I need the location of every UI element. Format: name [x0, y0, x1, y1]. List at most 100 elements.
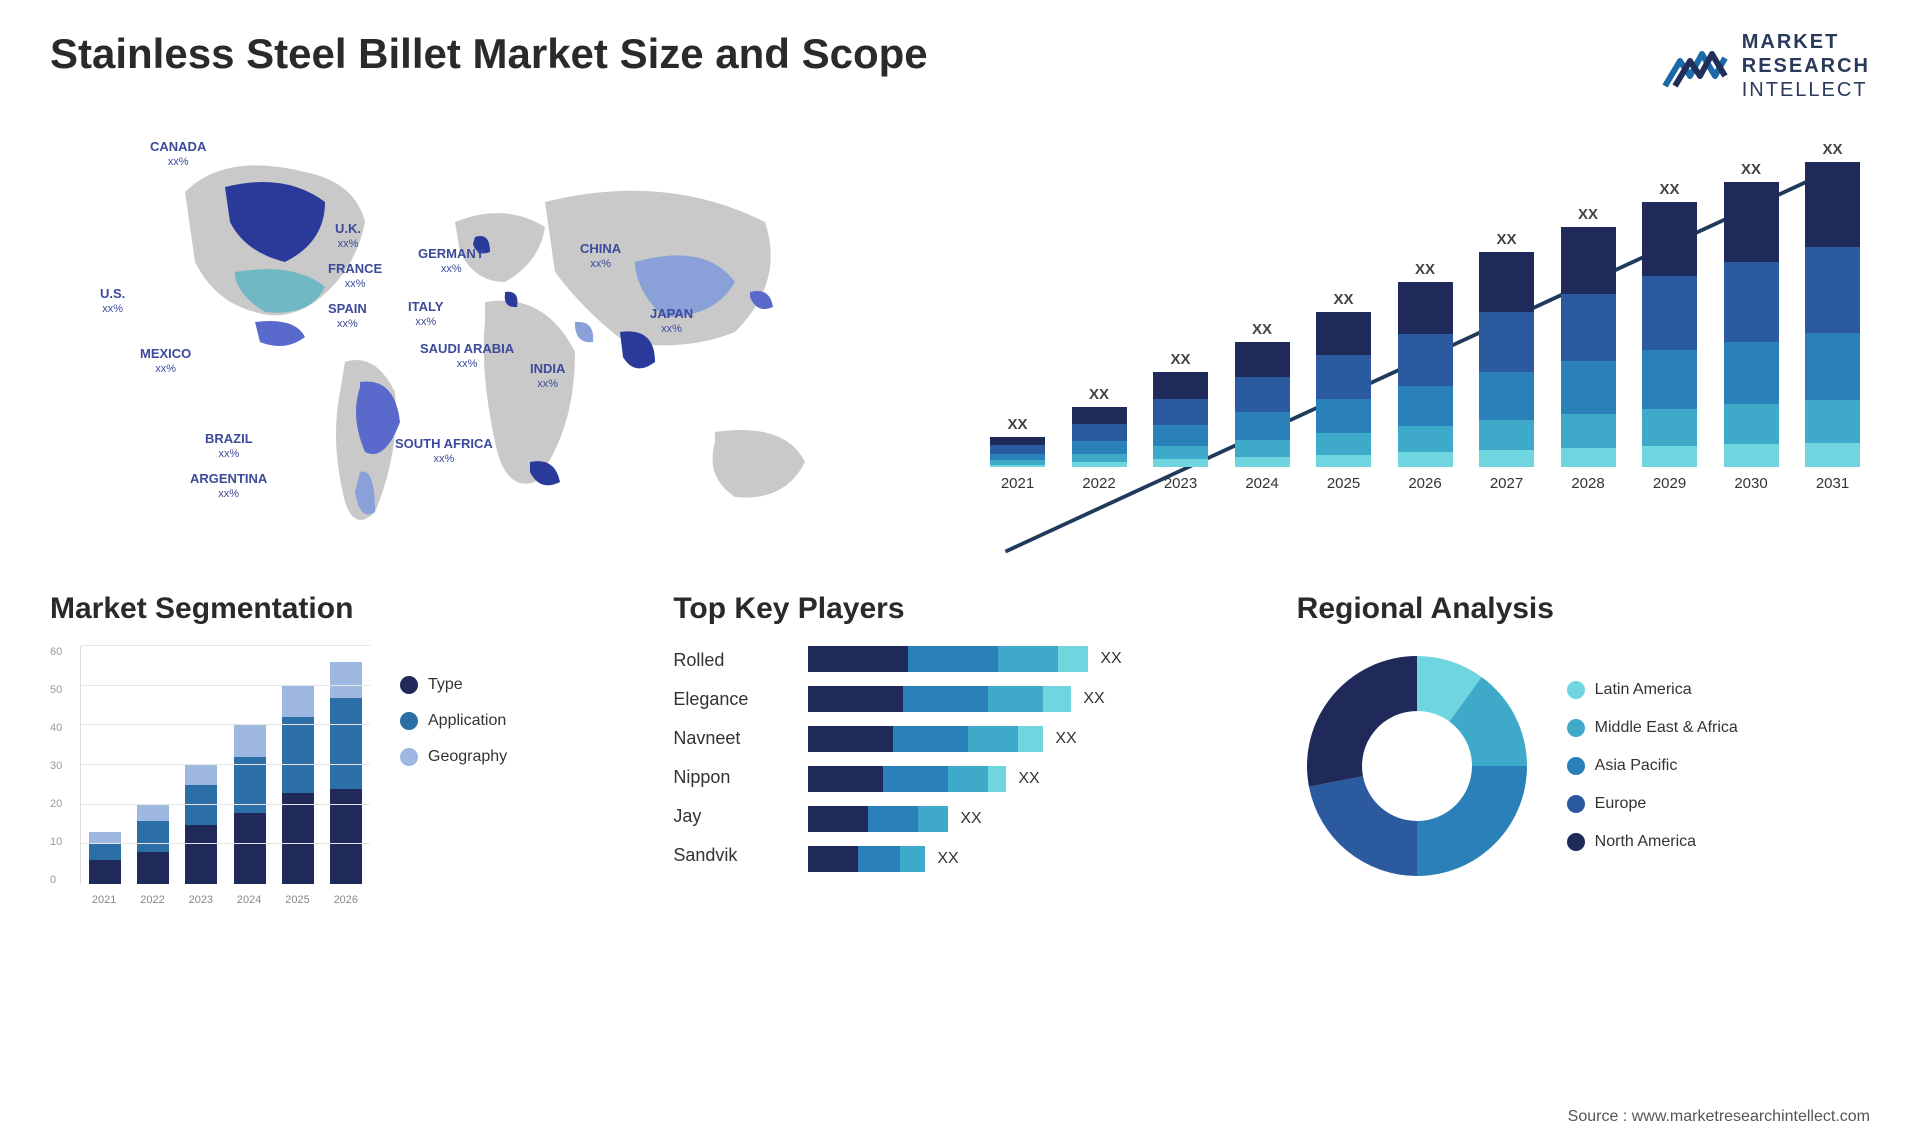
segmentation-panel: Market Segmentation 0102030405060 202120…	[50, 592, 623, 906]
growth-bar: XX 2021	[990, 416, 1045, 492]
world-map-panel: CANADAxx%U.S.xx%MEXICOxx%BRAZILxx%ARGENT…	[50, 132, 940, 552]
kp-value: XX	[937, 850, 958, 868]
map-label: U.S.xx%	[100, 287, 125, 316]
kp-value: XX	[1100, 650, 1121, 668]
legend-item: Europe	[1567, 795, 1738, 813]
seg-bar	[282, 686, 314, 884]
growth-bar-value: XX	[1089, 386, 1109, 403]
source-text: Source : www.marketresearchintellect.com	[1568, 1108, 1870, 1126]
legend-item: North America	[1567, 833, 1738, 851]
page-title: Stainless Steel Billet Market Size and S…	[50, 30, 928, 78]
x-tick: 2024	[237, 894, 261, 906]
growth-bar-value: XX	[1496, 231, 1516, 248]
y-tick: 60	[50, 646, 78, 658]
growth-year-label: 2025	[1327, 475, 1360, 492]
growth-bar-value: XX	[1252, 321, 1272, 338]
map-label: CANADAxx%	[150, 140, 206, 169]
kp-bar-row: XX	[808, 726, 1246, 752]
segmentation-chart: 0102030405060 202120222023202420252026	[50, 646, 370, 906]
growth-year-label: 2023	[1164, 475, 1197, 492]
seg-bar	[137, 805, 169, 884]
segmentation-legend: TypeApplicationGeography	[400, 676, 507, 906]
top-row: CANADAxx%U.S.xx%MEXICOxx%BRAZILxx%ARGENT…	[50, 132, 1870, 552]
kp-player-name: Navneet	[673, 728, 783, 749]
growth-bar: XX2027	[1479, 231, 1534, 492]
growth-bar-value: XX	[1170, 351, 1190, 368]
kp-player-name: Elegance	[673, 689, 783, 710]
growth-year-label: 2028	[1571, 475, 1604, 492]
seg-bar	[330, 662, 362, 884]
header: Stainless Steel Billet Market Size and S…	[50, 30, 1870, 102]
y-tick: 40	[50, 722, 78, 734]
regional-legend: Latin America Middle East & Africa Asia Pa…	[1567, 681, 1738, 851]
x-tick: 2023	[189, 894, 213, 906]
donut-slice	[1417, 766, 1527, 876]
regional-panel: Regional Analysis Latin America Middle Ea…	[1297, 592, 1870, 906]
growth-year-label: 2030	[1734, 475, 1767, 492]
y-tick: 50	[50, 684, 78, 696]
growth-bar: XX 2029	[1642, 181, 1697, 492]
growth-year-label: 2029	[1653, 475, 1686, 492]
kp-player-name: Sandvik	[673, 845, 783, 866]
map-label: GERMANYxx%	[418, 247, 484, 276]
kp-player-name: Rolled	[673, 650, 783, 671]
map-label: JAPANxx%	[650, 307, 693, 336]
growth-year-label: 2024	[1245, 475, 1278, 492]
growth-bar: XX 2024	[1235, 321, 1290, 492]
growth-bar: XX2026	[1398, 261, 1453, 492]
key-players-title: Top Key Players	[673, 592, 1246, 626]
map-label: BRAZILxx%	[205, 432, 253, 461]
donut-slice	[1307, 656, 1417, 787]
seg-bar	[89, 832, 121, 884]
kp-bar-row: XX	[808, 686, 1246, 712]
kp-player-name: Jay	[673, 806, 783, 827]
kp-player-name: Nippon	[673, 767, 783, 788]
legend-item: Asia Pacific	[1567, 757, 1738, 775]
map-label: INDIAxx%	[530, 362, 565, 391]
key-players-labels: Rolled Elegance Navneet Nippon Jay Sandvik	[673, 646, 783, 872]
legend-item: Middle East & Africa	[1567, 719, 1738, 737]
growth-bar-value: XX	[1741, 161, 1761, 178]
kp-bar-row: XX	[808, 806, 1246, 832]
kp-bar-row: XX	[808, 646, 1246, 672]
growth-bar: XX2022	[1072, 386, 1127, 492]
kp-bar-row: XX	[808, 846, 1246, 872]
kp-value: XX	[960, 810, 981, 828]
growth-bar: XX 2023	[1153, 351, 1208, 492]
kp-value: XX	[1055, 730, 1076, 748]
y-tick: 10	[50, 836, 78, 848]
regional-title: Regional Analysis	[1297, 592, 1870, 626]
key-players-bars: XX XX XX XX XX XX	[808, 646, 1246, 872]
growth-bar-value: XX	[1333, 291, 1353, 308]
kp-value: XX	[1083, 690, 1104, 708]
growth-bar: XX2031	[1805, 141, 1860, 492]
y-tick: 0	[50, 874, 78, 886]
legend-item: Latin America	[1567, 681, 1738, 699]
growth-bar-value: XX	[1415, 261, 1435, 278]
seg-bar	[185, 765, 217, 884]
logo-text-3: INTELLECT	[1742, 78, 1870, 102]
segmentation-title: Market Segmentation	[50, 592, 623, 626]
bottom-row: Market Segmentation 0102030405060 202120…	[50, 592, 1870, 906]
growth-year-label: 2021	[1001, 475, 1034, 492]
regional-donut	[1297, 646, 1537, 886]
y-tick: 30	[50, 760, 78, 772]
growth-bar-value: XX	[1822, 141, 1842, 158]
y-tick: 20	[50, 798, 78, 810]
map-label: ITALYxx%	[408, 300, 443, 329]
x-tick: 2022	[140, 894, 164, 906]
map-label: CHINAxx%	[580, 242, 621, 271]
growth-bar: XX 2030	[1724, 161, 1779, 492]
map-label: FRANCExx%	[328, 262, 382, 291]
growth-bar-value: XX	[1659, 181, 1679, 198]
growth-bar: XX2028	[1561, 206, 1616, 492]
donut-slice	[1309, 776, 1417, 876]
growth-bar-value: XX	[1007, 416, 1027, 433]
legend-item: Application	[400, 712, 507, 730]
logo-text-1: MARKET	[1742, 30, 1870, 54]
x-tick: 2025	[285, 894, 309, 906]
kp-bar-row: XX	[808, 766, 1246, 792]
growth-chart: XX2021XX2022XX2023XX2024XX2025XX2026XX20…	[980, 132, 1870, 552]
map-label: SPAINxx%	[328, 302, 367, 331]
x-tick: 2026	[334, 894, 358, 906]
